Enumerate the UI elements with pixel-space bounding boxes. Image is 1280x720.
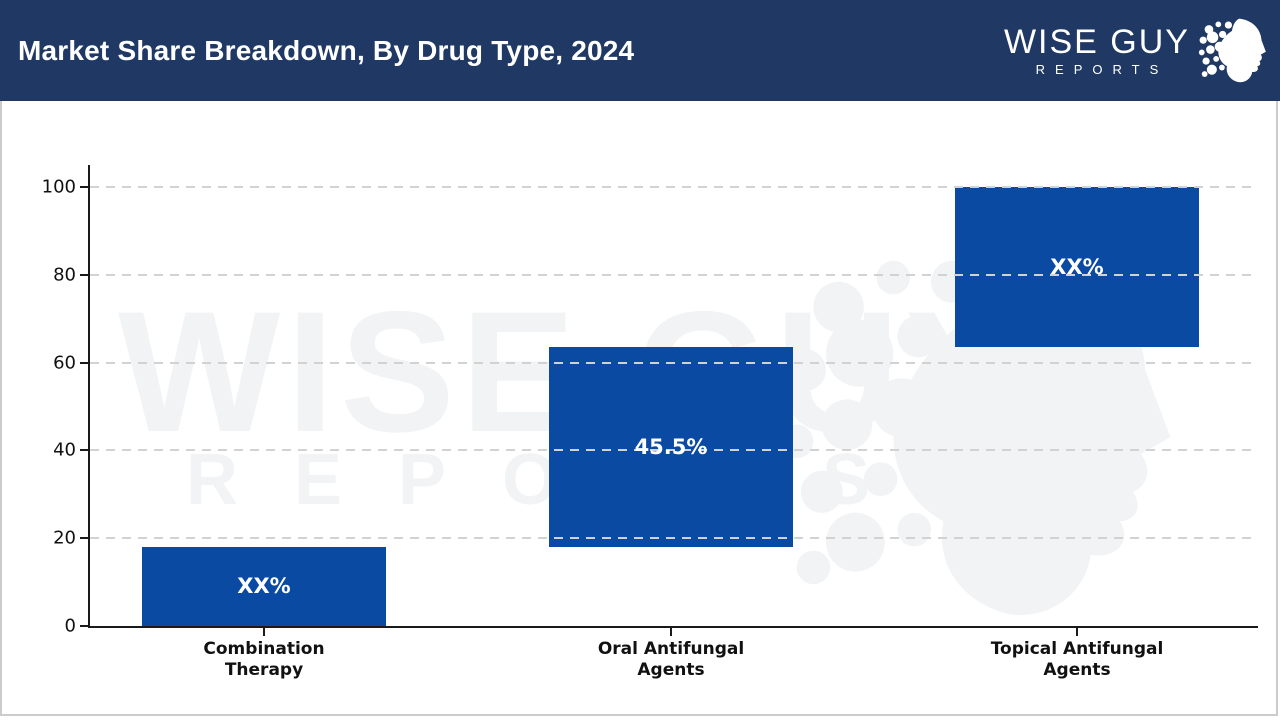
- y-tick-mark-0: [80, 625, 88, 627]
- category-label-1: Oral Antifungal Agents: [597, 639, 745, 680]
- y-tick-mark-60: [80, 361, 88, 364]
- y-tick-mark-20: [80, 537, 88, 540]
- header: Market Share Breakdown, By Drug Type, 20…: [0, 0, 1280, 101]
- x-tick-mark-1: [670, 628, 672, 636]
- gridline-60: [90, 361, 1256, 364]
- y-tick-mark-100: [80, 186, 88, 188]
- bar-segment-1: [549, 347, 793, 547]
- card-border-left: [0, 101, 2, 716]
- brand-wordmark: WISE GUY REPORTS: [1004, 25, 1190, 76]
- y-tick-mark-80: [80, 273, 88, 276]
- logo-text-line1: WISE GUY: [1003, 23, 1190, 61]
- bar-value-label-1: 45.5%: [634, 435, 708, 460]
- y-axis-spine: [88, 165, 90, 627]
- x-tick-mark-2: [1076, 628, 1078, 636]
- y-tick-label-0: 0: [64, 615, 76, 637]
- page-title: Market Share Breakdown, By Drug Type, 20…: [18, 34, 635, 66]
- x-tick-mark-0: [263, 628, 265, 636]
- bar-value-label-0: XX%: [237, 574, 291, 599]
- brand-logo: WISE GUY REPORTS: [1004, 0, 1268, 101]
- y-tick-mark-40: [80, 449, 88, 452]
- y-tick-label-20: 20: [53, 527, 76, 549]
- y-tick-label-40: 40: [53, 439, 76, 461]
- gridline-20: [90, 537, 1256, 540]
- gridline-40: [90, 449, 1256, 452]
- bar-value-label-2: XX%: [1050, 255, 1104, 280]
- card-border-right: [1276, 101, 1278, 716]
- y-tick-label-60: 60: [53, 352, 76, 374]
- category-label-2: Topical Antifungal Agents: [990, 639, 1164, 680]
- category-label-0: Combination Therapy: [203, 639, 325, 680]
- y-tick-label-80: 80: [53, 264, 76, 286]
- gridline-80: [90, 273, 1256, 276]
- y-tick-label-100: 100: [41, 176, 76, 198]
- gridline-100: [90, 186, 1256, 188]
- card-border-bottom: [0, 714, 1278, 716]
- logo-face-icon: [1196, 8, 1268, 94]
- x-axis-spine: [88, 626, 1258, 628]
- bar-segment-0: [142, 546, 386, 626]
- logo-text-line2: REPORTS: [1035, 62, 1169, 77]
